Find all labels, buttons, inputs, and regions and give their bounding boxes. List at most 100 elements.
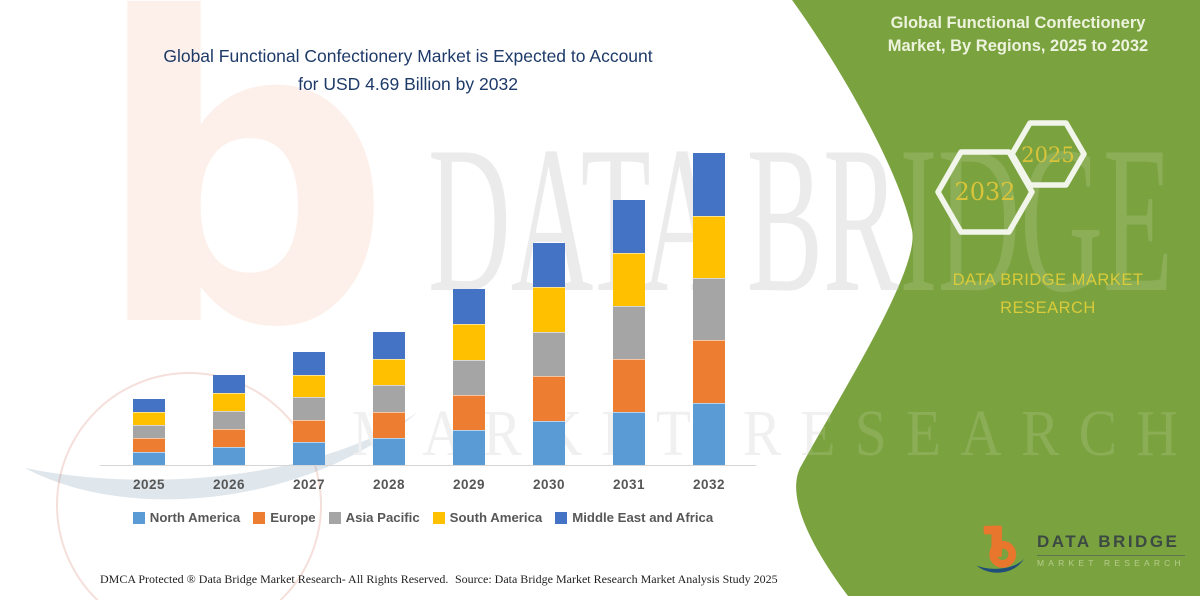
bar-segment-north-america-2025: [133, 451, 165, 465]
watermark-swoosh-icon: [25, 412, 418, 500]
legend-label: North America: [149, 510, 241, 525]
data-bridge-logo-icon: [976, 525, 1025, 573]
bar-segment-middle-east-and-africa-2025: [133, 398, 165, 412]
bar-segment-asia-pacific-2029: [453, 359, 485, 395]
bar-segment-asia-pacific-2031: [613, 305, 645, 359]
legend-swatch-icon: [253, 511, 266, 524]
x-axis-label-2030: 2030: [532, 477, 566, 492]
bar-segment-asia-pacific-2026: [213, 411, 245, 430]
bar-segment-north-america-2031: [613, 411, 645, 465]
bar-segment-middle-east-and-africa-2030: [533, 242, 565, 288]
x-axis-label-2028: 2028: [372, 477, 406, 492]
bar-segment-europe-2030: [533, 376, 565, 421]
bar-segment-north-america-2032: [693, 402, 725, 465]
bar-segment-europe-2027: [293, 419, 325, 443]
bar-2026: [213, 375, 245, 465]
side-panel-title: Global Functional Confectionery Market, …: [840, 12, 1196, 58]
legend-swatch-icon: [132, 511, 145, 524]
bar-2029: [453, 289, 485, 465]
bar-segment-asia-pacific-2025: [133, 425, 165, 439]
watermark-text-row2-on-green: MARKET RESEARCH: [352, 397, 1197, 470]
green-panel-shape: [792, 0, 1200, 596]
x-axis-label-2032: 2032: [692, 477, 726, 492]
year-hexagons: 2025 2032: [935, 120, 1087, 235]
bar-segment-north-america-2027: [293, 442, 325, 465]
bar-segment-north-america-2029: [453, 429, 485, 465]
chart-title-line2: for USD 4.69 Billion by 2032: [298, 74, 518, 94]
bar-segment-asia-pacific-2032: [693, 278, 725, 341]
logo-name: DATA BRIDGE: [1037, 532, 1185, 556]
hexagon-2032-label: 2032: [954, 178, 1015, 206]
logo-tagline: MARKET RESEARCH: [1037, 558, 1185, 568]
legend-item-europe: Europe: [253, 510, 316, 525]
bar-segment-europe-2032: [693, 340, 725, 403]
x-axis-line: [100, 465, 756, 466]
bar-segment-south-america-2029: [453, 324, 485, 360]
data-bridge-logo: DATA BRIDGE MARKET RESEARCH: [975, 522, 1185, 578]
bar-2025: [133, 398, 165, 465]
bar-segment-north-america-2028: [373, 438, 405, 465]
bar-segment-south-america-2030: [533, 287, 565, 332]
side-panel-title-line2: Market, By Regions, 2025 to 2032: [887, 37, 1149, 55]
x-axis-label-2031: 2031: [612, 477, 646, 492]
legend-item-asia-pacific: Asia Pacific: [328, 510, 420, 525]
hexagon-2032-icon: [935, 149, 1035, 235]
legend-label: Europe: [270, 510, 316, 525]
bar-segment-middle-east-and-africa-2031: [613, 199, 645, 253]
x-axis-label-2025: 2025: [132, 477, 166, 492]
legend-swatch-icon: [555, 511, 568, 524]
bar-segment-south-america-2026: [213, 393, 245, 412]
legend-swatch-icon: [432, 511, 445, 524]
x-axis-label-2029: 2029: [452, 477, 486, 492]
bar-segment-europe-2028: [373, 411, 405, 439]
bar-segment-north-america-2026: [213, 447, 245, 465]
x-axis-label-2026: 2026: [212, 477, 246, 492]
legend-label: Middle East and Africa: [572, 510, 714, 525]
bar-2028: [373, 332, 405, 465]
legend-item-middle-east-and-africa: Middle East and Africa: [555, 510, 713, 525]
data-bridge-logo-watermark-icon: b: [92, 0, 393, 420]
chart-title-line1: Global Functional Confectionery Market i…: [163, 46, 653, 66]
bar-segment-europe-2029: [453, 394, 485, 430]
bar-segment-asia-pacific-2030: [533, 331, 565, 377]
hexagon-2025-label: 2025: [1021, 143, 1074, 167]
bar-segment-middle-east-and-africa-2032: [693, 153, 725, 216]
brand-heading-line2: RESEARCH: [1000, 299, 1096, 317]
legend-label: South America: [449, 510, 543, 525]
chart-legend: North America Europe Asia Pacific South Ame…: [90, 510, 756, 525]
bar-2030: [533, 242, 565, 465]
bar-segment-south-america-2027: [293, 374, 325, 398]
chart-title: Global Functional Confectionery Market i…: [83, 42, 733, 98]
bar-segment-middle-east-and-africa-2028: [373, 332, 405, 359]
bar-segment-south-america-2028: [373, 358, 405, 386]
bar-2027: [293, 352, 325, 465]
bar-segment-south-america-2031: [613, 252, 645, 306]
bar-segment-europe-2031: [613, 358, 645, 412]
side-panel-title-line1: Global Functional Confectionery: [890, 14, 1146, 32]
footer-source: Source: Data Bridge Market Research Mark…: [455, 572, 778, 586]
bar-segment-europe-2026: [213, 429, 245, 448]
brand-heading: DATA BRIDGE MARKET RESEARCH: [927, 266, 1169, 322]
bar-segment-middle-east-and-africa-2029: [453, 289, 485, 325]
bar-2031: [613, 199, 645, 465]
bar-2032: [693, 153, 725, 465]
bar-segment-asia-pacific-2027: [293, 397, 325, 420]
legend-label: Asia Pacific: [345, 510, 420, 525]
bar-segment-middle-east-and-africa-2026: [213, 375, 245, 394]
bar-segment-middle-east-and-africa-2027: [293, 352, 325, 375]
brand-heading-line1: DATA BRIDGE MARKET: [952, 271, 1144, 289]
bar-segment-asia-pacific-2028: [373, 385, 405, 412]
legend-swatch-icon: [328, 511, 341, 524]
bar-segment-south-america-2032: [693, 215, 725, 278]
logo-text: DATA BRIDGE MARKET RESEARCH: [1037, 532, 1185, 568]
bar-segment-europe-2025: [133, 438, 165, 452]
legend-item-north-america: North America: [132, 510, 241, 525]
legend-item-south-america: South America: [432, 510, 543, 525]
footer-copyright: DMCA Protected ® Data Bridge Market Rese…: [100, 572, 449, 586]
bar-segment-south-america-2025: [133, 411, 165, 426]
bar-segment-north-america-2030: [533, 420, 565, 465]
x-axis-label-2027: 2027: [292, 477, 326, 492]
